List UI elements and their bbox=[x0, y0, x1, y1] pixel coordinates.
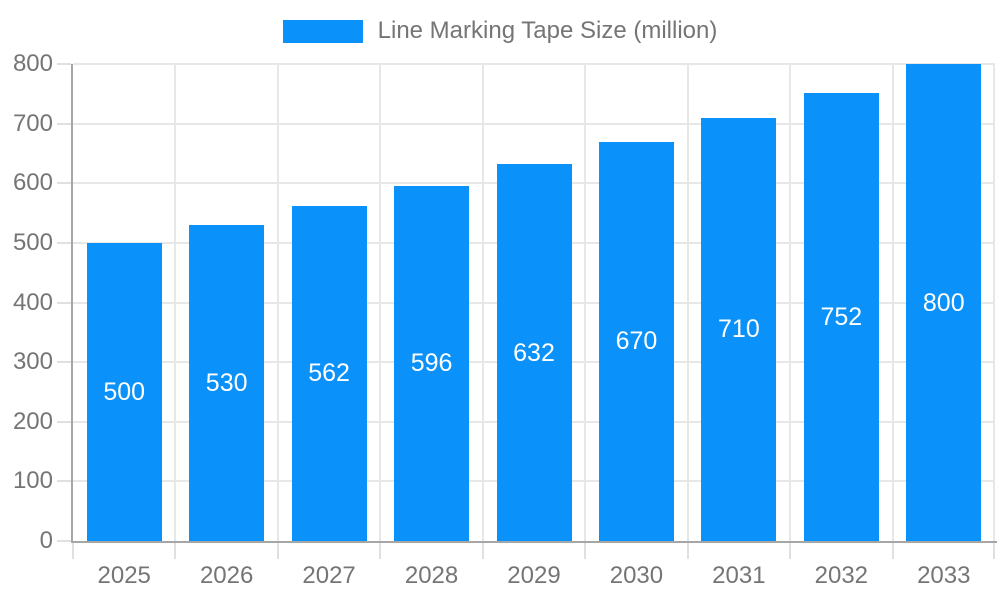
legend-label: Line Marking Tape Size (million) bbox=[377, 17, 718, 44]
bar-2031[interactable] bbox=[701, 117, 777, 541]
x-axis-tick-label: 2028 bbox=[404, 562, 459, 589]
bar-value-label: 752 bbox=[820, 302, 863, 331]
x-axis-tick bbox=[584, 541, 586, 559]
chart-legend[interactable]: Line Marking Tape Size (million) bbox=[0, 17, 1000, 45]
x-axis-tick bbox=[993, 541, 995, 559]
bar-value-label: 670 bbox=[615, 327, 658, 356]
y-axis-tick bbox=[57, 63, 71, 65]
gridline-horizontal bbox=[73, 122, 995, 125]
bar-2025[interactable] bbox=[86, 242, 162, 541]
x-axis-tick-label: 2026 bbox=[199, 562, 254, 589]
x-axis-tick bbox=[72, 541, 74, 559]
x-axis-tick-label: 2029 bbox=[507, 562, 561, 589]
gridline-vertical bbox=[277, 64, 279, 541]
y-axis-tick bbox=[57, 182, 71, 185]
x-axis-tick bbox=[174, 541, 176, 559]
gridline-vertical bbox=[174, 64, 176, 541]
y-axis-tick bbox=[57, 540, 71, 542]
legend-swatch bbox=[282, 19, 363, 43]
gridline-vertical bbox=[379, 64, 381, 541]
y-axis-tick-label: 400 bbox=[12, 288, 53, 316]
x-axis-line bbox=[71, 541, 997, 543]
bar-2030[interactable] bbox=[598, 141, 674, 541]
x-axis-tick bbox=[789, 541, 791, 559]
gridline-vertical bbox=[789, 64, 791, 541]
x-axis-tick bbox=[892, 541, 894, 559]
bar-2027[interactable] bbox=[291, 205, 367, 541]
x-axis-tick-label: 2031 bbox=[712, 562, 766, 589]
y-axis-tick-label: 700 bbox=[12, 109, 53, 137]
gridline-vertical bbox=[892, 64, 894, 541]
gridline-vertical bbox=[993, 64, 995, 541]
y-axis-line bbox=[71, 64, 73, 543]
bar-2028[interactable] bbox=[394, 185, 470, 541]
x-axis-tick-label: 2025 bbox=[97, 562, 151, 589]
y-axis-tick bbox=[57, 241, 71, 244]
x-axis-tick-label: 2033 bbox=[917, 562, 971, 589]
x-axis-tick-label: 2027 bbox=[302, 562, 356, 589]
bar-2032[interactable] bbox=[803, 92, 879, 541]
x-axis-tick bbox=[379, 541, 381, 559]
x-axis-tick bbox=[687, 541, 689, 559]
y-axis-tick-label: 600 bbox=[12, 169, 53, 197]
y-axis-tick bbox=[57, 361, 71, 364]
gridline-vertical bbox=[687, 64, 689, 541]
gridline-vertical bbox=[584, 64, 586, 541]
y-axis-tick-label: 800 bbox=[12, 50, 53, 77]
y-axis-tick bbox=[57, 122, 71, 125]
bar-value-label: 596 bbox=[410, 349, 453, 378]
bar-2033[interactable] bbox=[906, 64, 982, 541]
gridline-horizontal bbox=[73, 63, 995, 65]
y-axis-tick-label: 0 bbox=[39, 527, 53, 554]
plot-area: 0 100 200 300 400 500 600 700 800 500 530 562 596 632… bbox=[13, 50, 997, 589]
y-axis-tick-label: 500 bbox=[12, 228, 53, 256]
bar-value-label: 530 bbox=[205, 368, 248, 397]
gridline-vertical bbox=[482, 64, 484, 541]
bar-2029[interactable] bbox=[496, 164, 572, 541]
y-axis-tick-label: 200 bbox=[12, 407, 53, 435]
y-axis-tick bbox=[57, 480, 71, 483]
y-axis-tick bbox=[57, 420, 71, 423]
x-axis-tick bbox=[482, 541, 484, 559]
y-axis-tick bbox=[57, 301, 71, 304]
bar-value-label: 500 bbox=[103, 377, 146, 406]
x-axis-tick bbox=[277, 541, 279, 559]
x-axis-tick-label: 2032 bbox=[814, 562, 869, 589]
x-axis-tick-label: 2030 bbox=[609, 562, 664, 589]
bar-value-label: 562 bbox=[308, 359, 350, 388]
y-axis-tick-label: 300 bbox=[12, 348, 53, 376]
bar-2026[interactable] bbox=[189, 224, 265, 541]
bar-value-label: 632 bbox=[513, 338, 555, 367]
bar-value-label: 710 bbox=[718, 315, 760, 344]
bar-value-label: 800 bbox=[922, 288, 965, 317]
y-axis-tick-label: 100 bbox=[12, 467, 53, 495]
